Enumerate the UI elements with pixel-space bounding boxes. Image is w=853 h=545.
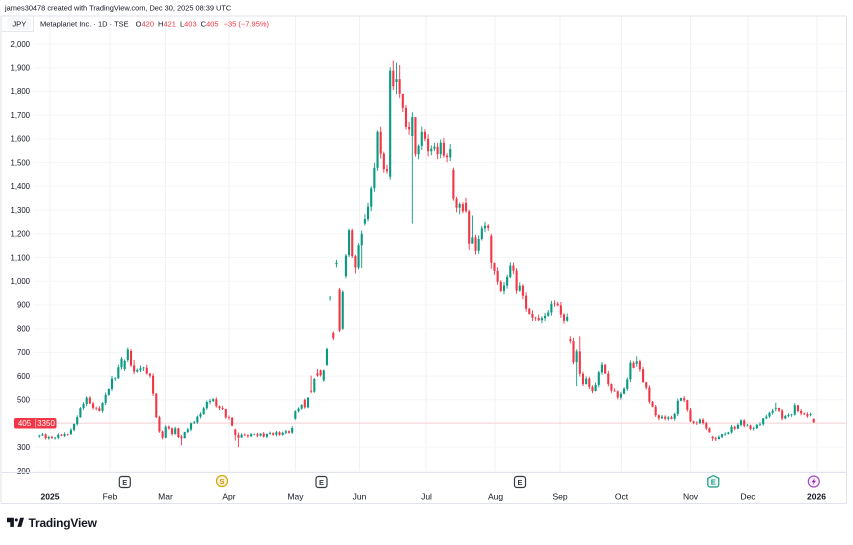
svg-text:May: May: [287, 492, 304, 502]
svg-text:1,300: 1,300: [10, 206, 30, 215]
svg-text:Jun: Jun: [353, 492, 367, 502]
svg-text:800: 800: [17, 325, 31, 334]
svg-text:200: 200: [17, 467, 31, 476]
svg-text:Feb: Feb: [103, 492, 118, 502]
svg-text:james30478 created with Tradin: james30478 created with TradingView.com,…: [4, 4, 232, 13]
svg-text:1,800: 1,800: [10, 87, 30, 96]
svg-text:Mar: Mar: [158, 492, 173, 502]
svg-text:JPY: JPY: [12, 20, 26, 29]
svg-text:Sep: Sep: [552, 492, 567, 502]
svg-text:S: S: [219, 477, 224, 486]
svg-text:1,700: 1,700: [10, 111, 30, 120]
svg-text:2,000: 2,000: [10, 40, 30, 49]
svg-text:TradingView: TradingView: [29, 516, 98, 530]
svg-text:1,600: 1,600: [10, 135, 30, 144]
svg-text:2025: 2025: [41, 492, 60, 502]
svg-text:1,100: 1,100: [10, 253, 30, 262]
svg-text:Jul: Jul: [421, 492, 432, 502]
svg-text:E: E: [711, 478, 716, 487]
svg-text:600: 600: [17, 372, 31, 381]
svg-text:1,000: 1,000: [10, 277, 30, 286]
svg-text:1,500: 1,500: [10, 158, 30, 167]
svg-text:E: E: [319, 478, 324, 487]
svg-text:500: 500: [17, 396, 31, 405]
svg-text:3350: 3350: [37, 419, 55, 428]
svg-text:Aug: Aug: [488, 492, 503, 502]
svg-text:405: 405: [18, 419, 32, 428]
svg-text:1,900: 1,900: [10, 64, 30, 73]
svg-text:2026: 2026: [807, 492, 826, 502]
svg-text:Dec: Dec: [740, 492, 756, 502]
svg-text:Oct: Oct: [615, 492, 629, 502]
svg-text:E: E: [122, 478, 127, 487]
svg-text:Nov: Nov: [683, 492, 699, 502]
svg-text:Apr: Apr: [222, 492, 235, 502]
svg-text:E: E: [517, 478, 522, 487]
svg-text:1,400: 1,400: [10, 182, 30, 191]
svg-text:1,200: 1,200: [10, 230, 30, 239]
svg-text:700: 700: [17, 348, 31, 357]
svg-text:900: 900: [17, 301, 31, 310]
svg-text:300: 300: [17, 443, 31, 452]
